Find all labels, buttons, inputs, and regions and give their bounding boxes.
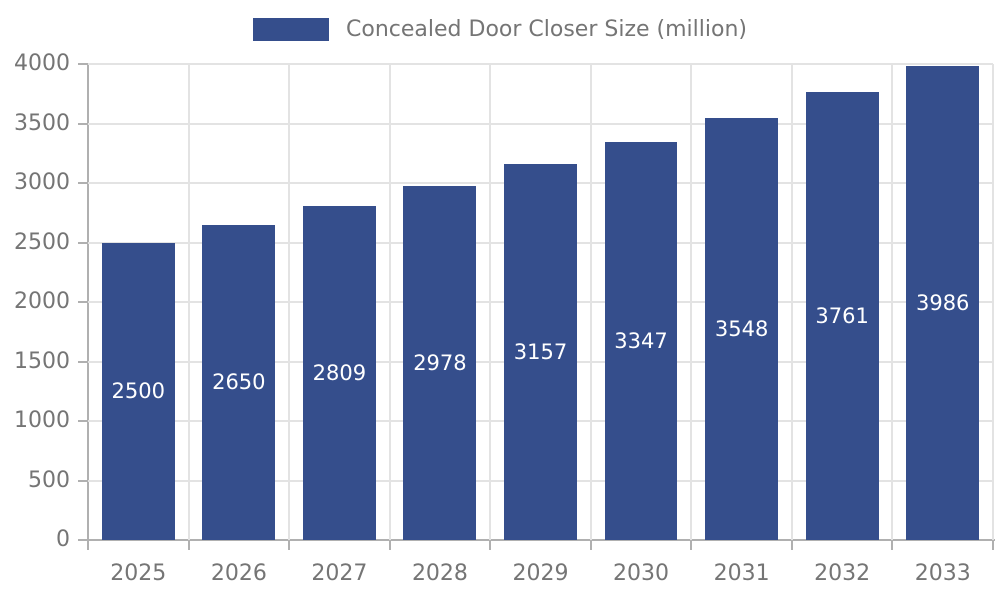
bar: 3761 (805, 92, 879, 540)
x-tick-mark (87, 540, 89, 550)
x-tick-label: 2030 (613, 561, 670, 586)
legend-swatch (253, 18, 330, 41)
x-tick-mark (187, 540, 190, 550)
bar-value-label: 2650 (212, 370, 266, 395)
y-tick-label: 3000 (14, 170, 70, 195)
bar-value-label: 2978 (413, 350, 467, 375)
y-tick-label: 2000 (14, 289, 70, 314)
y-tick-mark (78, 301, 88, 303)
legend: Concealed Door Closer Size (million) (0, 17, 1000, 42)
bar: 3157 (504, 164, 577, 540)
y-tick-mark (78, 360, 88, 363)
bar-value-label: 3761 (815, 304, 869, 329)
gridline-v (489, 64, 492, 540)
x-tick-mark (489, 540, 492, 550)
bar: 2500 (101, 242, 175, 540)
gridline-v (187, 64, 190, 540)
y-tick-mark (78, 479, 88, 482)
y-tick-mark (78, 182, 88, 184)
x-tick-label: 2025 (110, 561, 167, 586)
y-tick-mark (78, 122, 88, 125)
y-tick-mark (78, 539, 88, 541)
y-tick-label: 500 (28, 467, 70, 493)
bar-value-label: 2809 (312, 360, 367, 385)
bar-value-label: 3548 (714, 316, 769, 341)
x-axis-line (87, 539, 995, 541)
x-tick-mark (589, 540, 592, 550)
bar-value-label: 2500 (111, 379, 165, 404)
x-tick-mark (388, 540, 391, 550)
y-tick-mark (78, 241, 88, 244)
gridline-v (690, 64, 693, 540)
x-tick-mark (891, 540, 894, 550)
y-tick-label: 0 (56, 527, 70, 552)
bar: 3347 (604, 141, 678, 540)
y-tick-label: 1500 (14, 348, 70, 374)
bar: 3548 (705, 117, 779, 540)
x-tick-mark (790, 540, 793, 550)
x-tick-mark (288, 540, 291, 550)
gridline-v (891, 64, 894, 540)
plot-area: 2500 2650 2809 2978 3157 3347 3548 3761 3986 (88, 63, 994, 540)
x-tick-label: 2026 (210, 561, 267, 586)
x-tick-label: 2027 (311, 561, 368, 586)
x-tick-label: 2031 (713, 561, 770, 586)
legend-label: Concealed Door Closer Size (million) (346, 17, 747, 42)
bar-value-label: 3347 (614, 328, 668, 353)
bar-value-label: 3986 (915, 290, 970, 315)
x-tick-label: 2029 (512, 561, 569, 586)
gridline-v (288, 64, 291, 540)
gridline-v (992, 64, 994, 540)
gridline-h (88, 63, 993, 65)
gridline-v (790, 64, 793, 540)
x-tick-label: 2028 (411, 561, 468, 586)
bar-value-label: 3157 (513, 340, 568, 365)
y-tick-label: 4000 (14, 51, 70, 76)
y-tick-label: 2500 (14, 229, 70, 255)
y-tick-label: 3500 (14, 110, 70, 136)
bar: 2978 (403, 185, 477, 540)
y-tick-mark (78, 63, 88, 65)
gridline-v (589, 64, 592, 540)
x-tick-mark (992, 540, 994, 550)
y-tick-mark (78, 420, 88, 422)
x-tick-mark (690, 540, 693, 550)
y-tick-label: 1000 (14, 408, 70, 433)
gridline-v (388, 64, 391, 540)
bar: 2809 (302, 205, 376, 540)
x-tick-label: 2032 (814, 561, 871, 586)
gridline-h (88, 122, 993, 125)
x-tick-label: 2033 (914, 561, 971, 586)
bar: 2650 (202, 224, 276, 540)
bar: 3986 (906, 65, 980, 540)
